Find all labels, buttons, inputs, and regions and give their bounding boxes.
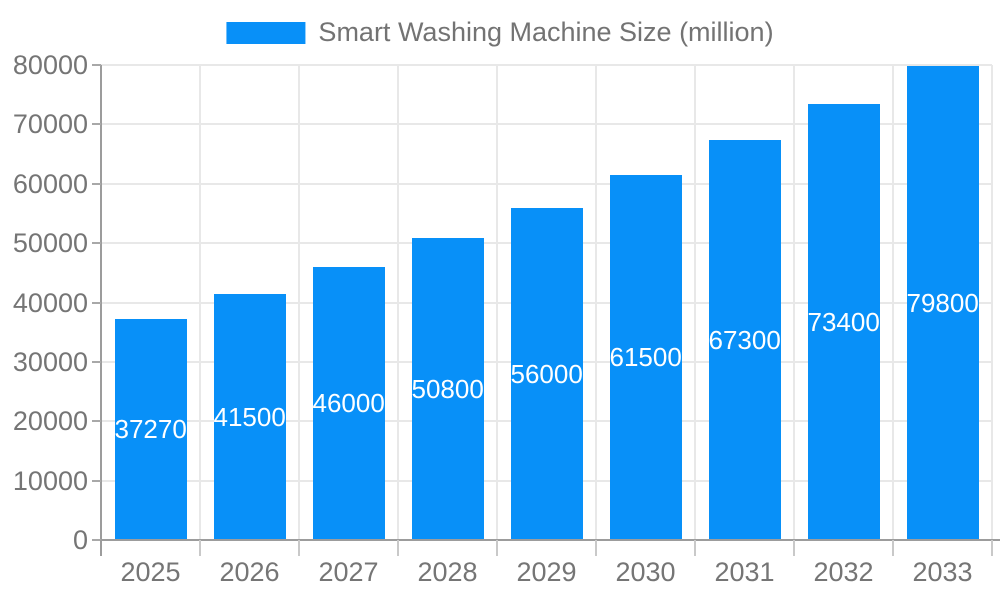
y-tick — [92, 539, 101, 541]
y-tick — [92, 123, 101, 126]
gridline-v — [991, 65, 993, 540]
legend-label: Smart Washing Machine Size (million) — [318, 17, 774, 47]
bar: 67300 — [708, 140, 781, 540]
y-tick — [92, 420, 101, 423]
x-tick — [298, 540, 300, 556]
y-tick-label: 40000 — [12, 287, 88, 318]
y-tick — [92, 242, 101, 245]
y-tick-label: 30000 — [12, 346, 88, 377]
plot-area: 37270 41500 46000 50800 56000 61500 67300 73400… — [101, 64, 993, 540]
x-axis-line — [101, 539, 1000, 541]
y-tick-label: 80000 — [12, 50, 88, 80]
bar: 79800 — [906, 66, 979, 540]
y-tick — [92, 360, 101, 363]
legend[interactable]: Smart Washing Machine Size (million) — [226, 17, 774, 48]
x-tick-label: 2025 — [120, 557, 181, 587]
x-tick — [694, 540, 696, 556]
y-tick — [92, 301, 101, 304]
bar-value-label: 73400 — [807, 307, 880, 338]
y-tick-label: 60000 — [12, 168, 88, 199]
gridline-v — [199, 65, 201, 540]
x-tick — [397, 540, 399, 556]
y-tick-label: 70000 — [12, 109, 88, 140]
bar-value-label: 79800 — [906, 288, 979, 319]
x-tick — [991, 540, 993, 556]
y-tick — [92, 182, 101, 185]
gridline-v — [496, 65, 498, 540]
bar-value-label: 41500 — [213, 401, 286, 432]
gridline-v — [694, 65, 696, 540]
x-tick — [100, 540, 102, 556]
x-tick-label: 2026 — [219, 557, 280, 587]
bar: 41500 — [213, 293, 286, 540]
y-tick-label: 50000 — [12, 228, 88, 259]
bar: 61500 — [609, 174, 682, 540]
y-tick — [92, 64, 101, 66]
x-tick-label: 2028 — [417, 557, 478, 587]
bar-value-label: 50800 — [411, 374, 484, 405]
bar-value-label: 67300 — [708, 325, 781, 356]
x-tick — [892, 540, 894, 556]
bar-value-label: 46000 — [312, 388, 385, 419]
gridline-h — [101, 182, 992, 185]
gridline-v — [793, 65, 795, 540]
x-tick — [595, 540, 597, 556]
bar: 37270 — [114, 318, 187, 540]
y-tick — [92, 479, 101, 482]
x-tick — [496, 540, 498, 556]
bar-value-label: 37270 — [114, 414, 187, 445]
gridline-v — [397, 65, 399, 540]
legend-swatch — [226, 21, 306, 44]
bar: 73400 — [807, 104, 880, 540]
gridline-v — [892, 65, 894, 540]
x-tick-label: 2031 — [714, 557, 775, 587]
gridline-h — [101, 64, 992, 66]
bar: 50800 — [411, 238, 484, 540]
y-tick-label: 0 — [72, 525, 88, 555]
x-tick — [793, 540, 795, 556]
x-tick-label: 2030 — [615, 557, 676, 587]
bar-value-label: 61500 — [609, 342, 682, 373]
bar: 56000 — [510, 207, 583, 540]
y-tick-label: 10000 — [12, 465, 88, 496]
bar: 46000 — [312, 266, 385, 540]
gridline-h — [101, 123, 992, 126]
y-axis-line — [100, 65, 102, 556]
bar-value-label: 56000 — [510, 358, 583, 389]
x-tick-label: 2029 — [516, 557, 577, 587]
x-tick — [199, 540, 201, 556]
x-tick-label: 2033 — [912, 557, 973, 587]
x-tick-label: 2027 — [318, 557, 379, 587]
gridline-v — [595, 65, 597, 540]
x-tick-label: 2032 — [813, 557, 874, 587]
y-tick-label: 20000 — [12, 406, 88, 437]
gridline-v — [298, 65, 300, 540]
